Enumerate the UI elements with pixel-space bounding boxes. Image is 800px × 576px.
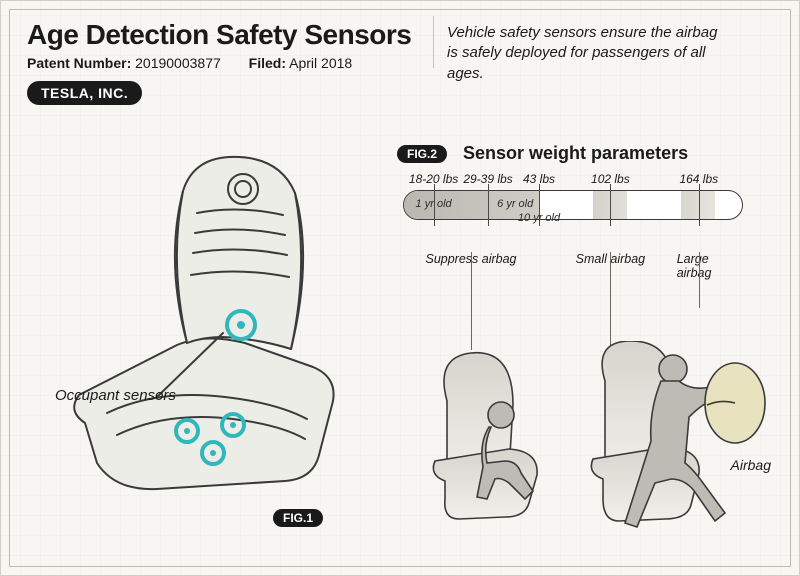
fig2-tag: FIG.2 xyxy=(397,145,447,163)
filed-date: April 2018 xyxy=(289,55,352,71)
airbag-label: Airbag xyxy=(731,457,771,473)
patent-label: Patent Number: xyxy=(27,55,131,71)
header-divider xyxy=(433,16,434,68)
weight-bar-track xyxy=(403,190,743,220)
weight-tick xyxy=(488,184,489,226)
brand-badge: TESLA, INC. xyxy=(27,81,142,105)
patent-number: 20190003877 xyxy=(135,55,221,71)
weight-tick xyxy=(610,184,611,226)
occupant-sensors-label: Occupant sensors xyxy=(55,387,176,404)
description-text: Vehicle safety sensors ensure the airbag… xyxy=(447,23,727,84)
figure-2: FIG.2 Sensor weight parameters 18-20 lbs… xyxy=(397,143,775,270)
weight-bar: 18-20 lbs29-39 lbs43 lbs102 lbs164 lbs 1… xyxy=(403,190,743,270)
figure-1: Occupant sensors FIG.1 xyxy=(37,143,367,533)
fig1-tag: FIG.1 xyxy=(273,509,323,527)
leader-line xyxy=(610,252,611,350)
weight-tick-labels: 18-20 lbs29-39 lbs43 lbs102 lbs164 lbs xyxy=(403,172,743,188)
airbag-category-labels: Suppress airbagSmall airbagLarge airbag xyxy=(403,252,743,270)
occupant-illustrations xyxy=(405,341,775,551)
weight-tick xyxy=(699,184,700,226)
age-mark: 6 yr old xyxy=(497,198,533,210)
age-mark: 10 yr old xyxy=(518,212,560,224)
adult-in-seat xyxy=(591,341,765,527)
fig2-title: Sensor weight parameters xyxy=(463,143,688,164)
age-mark: 1 yr old xyxy=(416,198,452,210)
child-in-seat xyxy=(433,353,537,519)
leader-line xyxy=(471,252,472,350)
filed-label: Filed: xyxy=(249,55,286,71)
seat-diagram xyxy=(37,143,367,533)
leader-line xyxy=(699,252,700,308)
